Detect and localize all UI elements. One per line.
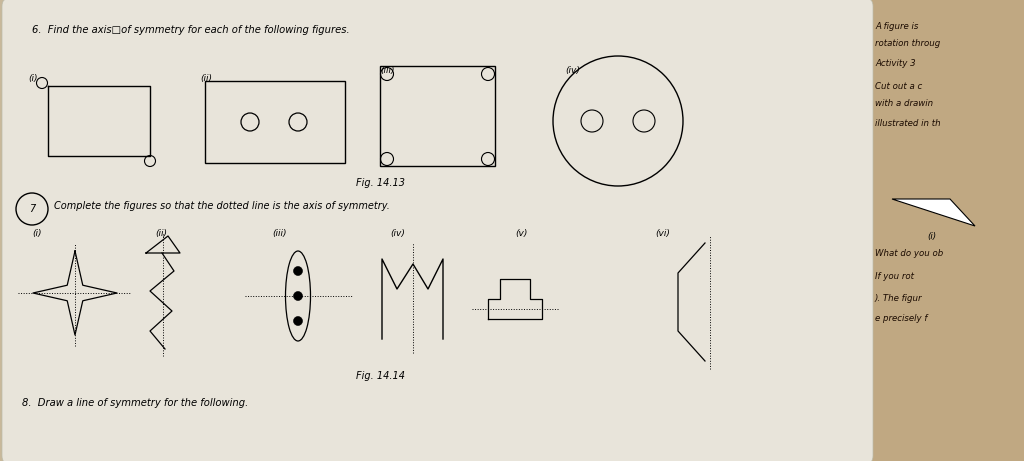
Text: rotation throug: rotation throug bbox=[874, 39, 940, 48]
Text: Fig. 14.13: Fig. 14.13 bbox=[355, 178, 404, 188]
Text: (i): (i) bbox=[928, 232, 937, 241]
Text: (iv): (iv) bbox=[565, 66, 580, 75]
Text: Fig. 14.14: Fig. 14.14 bbox=[355, 371, 404, 381]
Text: 6.  Find the axis□of symmetry for each of the following figures.: 6. Find the axis□of symmetry for each of… bbox=[32, 25, 349, 35]
Text: (ii): (ii) bbox=[200, 74, 212, 83]
Bar bbox=[868, 0, 1024, 461]
Text: illustrated in th: illustrated in th bbox=[874, 119, 941, 128]
Circle shape bbox=[294, 291, 302, 301]
Text: (iv): (iv) bbox=[390, 229, 404, 238]
Text: e precisely f: e precisely f bbox=[874, 314, 928, 323]
Text: (ii): (ii) bbox=[155, 229, 167, 238]
Text: If you rot: If you rot bbox=[874, 272, 914, 281]
Text: A figure is: A figure is bbox=[874, 22, 919, 31]
Text: What do you ob: What do you ob bbox=[874, 249, 943, 258]
Text: Activity 3: Activity 3 bbox=[874, 59, 915, 68]
Circle shape bbox=[294, 266, 302, 276]
Bar bbox=[205, 81, 345, 163]
Text: ). The figur: ). The figur bbox=[874, 294, 923, 303]
Text: 7: 7 bbox=[29, 204, 35, 214]
Text: 8.  Draw a line of symmetry for the following.: 8. Draw a line of symmetry for the follo… bbox=[22, 398, 248, 408]
Text: with a drawin: with a drawin bbox=[874, 99, 933, 108]
Text: (vi): (vi) bbox=[655, 229, 670, 238]
Text: (iii): (iii) bbox=[272, 229, 287, 238]
Text: Cut out a c: Cut out a c bbox=[874, 82, 923, 91]
Polygon shape bbox=[892, 199, 975, 226]
Text: (v): (v) bbox=[515, 229, 527, 238]
FancyBboxPatch shape bbox=[2, 0, 873, 461]
Text: (iii): (iii) bbox=[380, 66, 394, 75]
Text: Complete the figures so that the dotted line is the axis of symmetry.: Complete the figures so that the dotted … bbox=[54, 201, 390, 211]
Text: (i): (i) bbox=[32, 229, 42, 238]
Circle shape bbox=[294, 317, 302, 325]
Text: (i): (i) bbox=[28, 74, 38, 83]
Bar bbox=[380, 66, 495, 166]
